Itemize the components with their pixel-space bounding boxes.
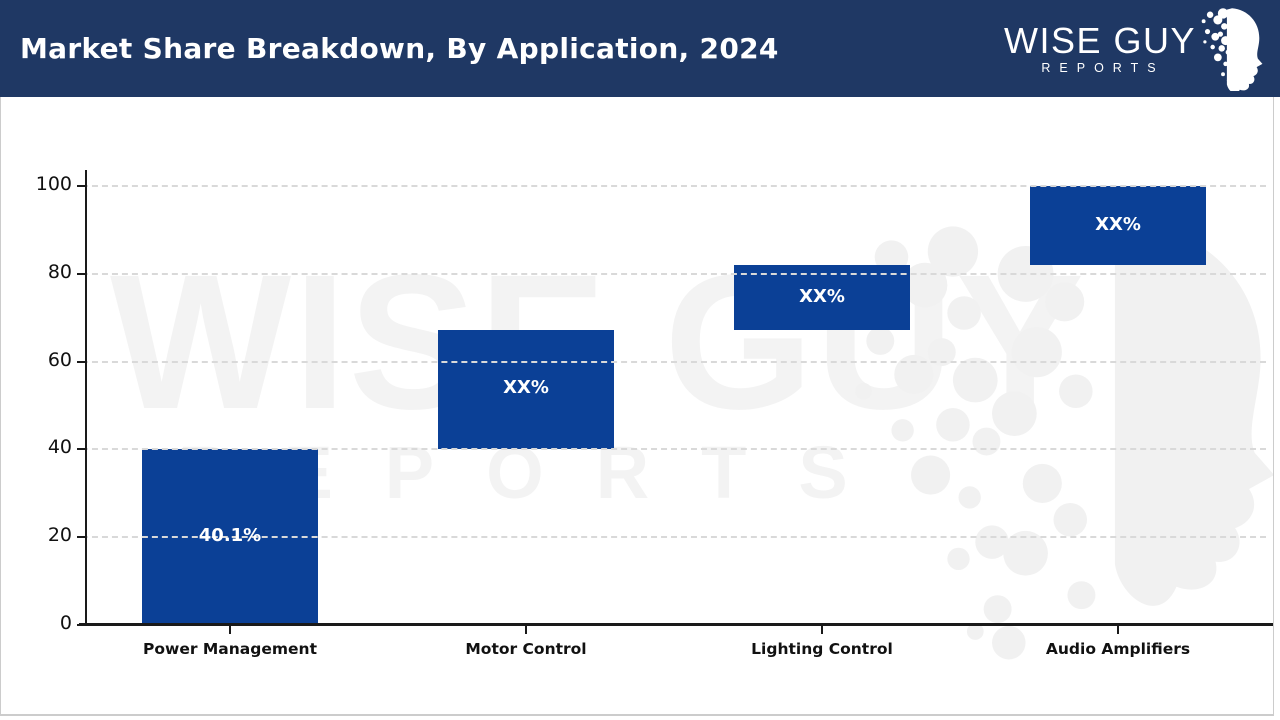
bar-value-label: 40.1% bbox=[198, 524, 262, 546]
x-tick-label: Lighting Control bbox=[751, 640, 893, 658]
x-tick-2 bbox=[821, 626, 823, 634]
y-tick-100 bbox=[77, 185, 85, 187]
x-tick-label: Power Management bbox=[143, 640, 317, 658]
bar-value-label: XX% bbox=[799, 285, 845, 307]
y-tick-0 bbox=[77, 624, 85, 626]
y-tick-40 bbox=[77, 448, 85, 451]
x-tick-3 bbox=[1117, 626, 1119, 634]
logo-subtitle: REPORTS bbox=[1041, 60, 1165, 75]
y-tick-60 bbox=[77, 360, 85, 363]
bar-motor-control bbox=[438, 329, 614, 449]
x-tick-label: Audio Amplifiers bbox=[1045, 640, 1191, 658]
gridline-40 bbox=[82, 448, 1266, 451]
gridline-80 bbox=[82, 272, 1266, 275]
x-axis-line bbox=[79, 623, 1274, 626]
chart-title: Market Share Breakdown, By Application, … bbox=[20, 32, 779, 65]
y-tick-label: 80 bbox=[47, 260, 72, 283]
logo-text: WISE GUY REPORTS bbox=[1004, 22, 1196, 75]
bar-audio-amplifiers bbox=[1030, 186, 1206, 266]
bar-value-label: XX% bbox=[1095, 213, 1141, 235]
y-tick-80 bbox=[77, 272, 85, 275]
bar-lighting-control bbox=[734, 265, 910, 330]
header-bar: Market Share Breakdown, By Application, … bbox=[0, 0, 1280, 97]
y-tick-label: 40 bbox=[47, 436, 72, 459]
y-tick-label: 60 bbox=[47, 348, 72, 371]
logo-face-icon bbox=[1201, 7, 1263, 91]
y-tick-label: 100 bbox=[35, 173, 72, 195]
gridline-20 bbox=[82, 536, 1266, 539]
logo-wordmark: WISE GUY bbox=[1003, 20, 1196, 62]
bar-value-label: XX% bbox=[503, 377, 549, 399]
gridline-60 bbox=[82, 360, 1266, 363]
wiseguy-logo: WISE GUY REPORTS bbox=[1004, 7, 1270, 91]
y-tick-20 bbox=[77, 536, 85, 539]
x-tick-0 bbox=[229, 626, 231, 634]
x-tick-label: Motor Control bbox=[465, 640, 587, 658]
y-tick-label: 20 bbox=[47, 524, 72, 547]
gridline-100 bbox=[82, 185, 1266, 187]
y-axis-line bbox=[85, 170, 87, 625]
y-tick-label: 0 bbox=[59, 612, 72, 634]
x-tick-1 bbox=[525, 626, 527, 634]
